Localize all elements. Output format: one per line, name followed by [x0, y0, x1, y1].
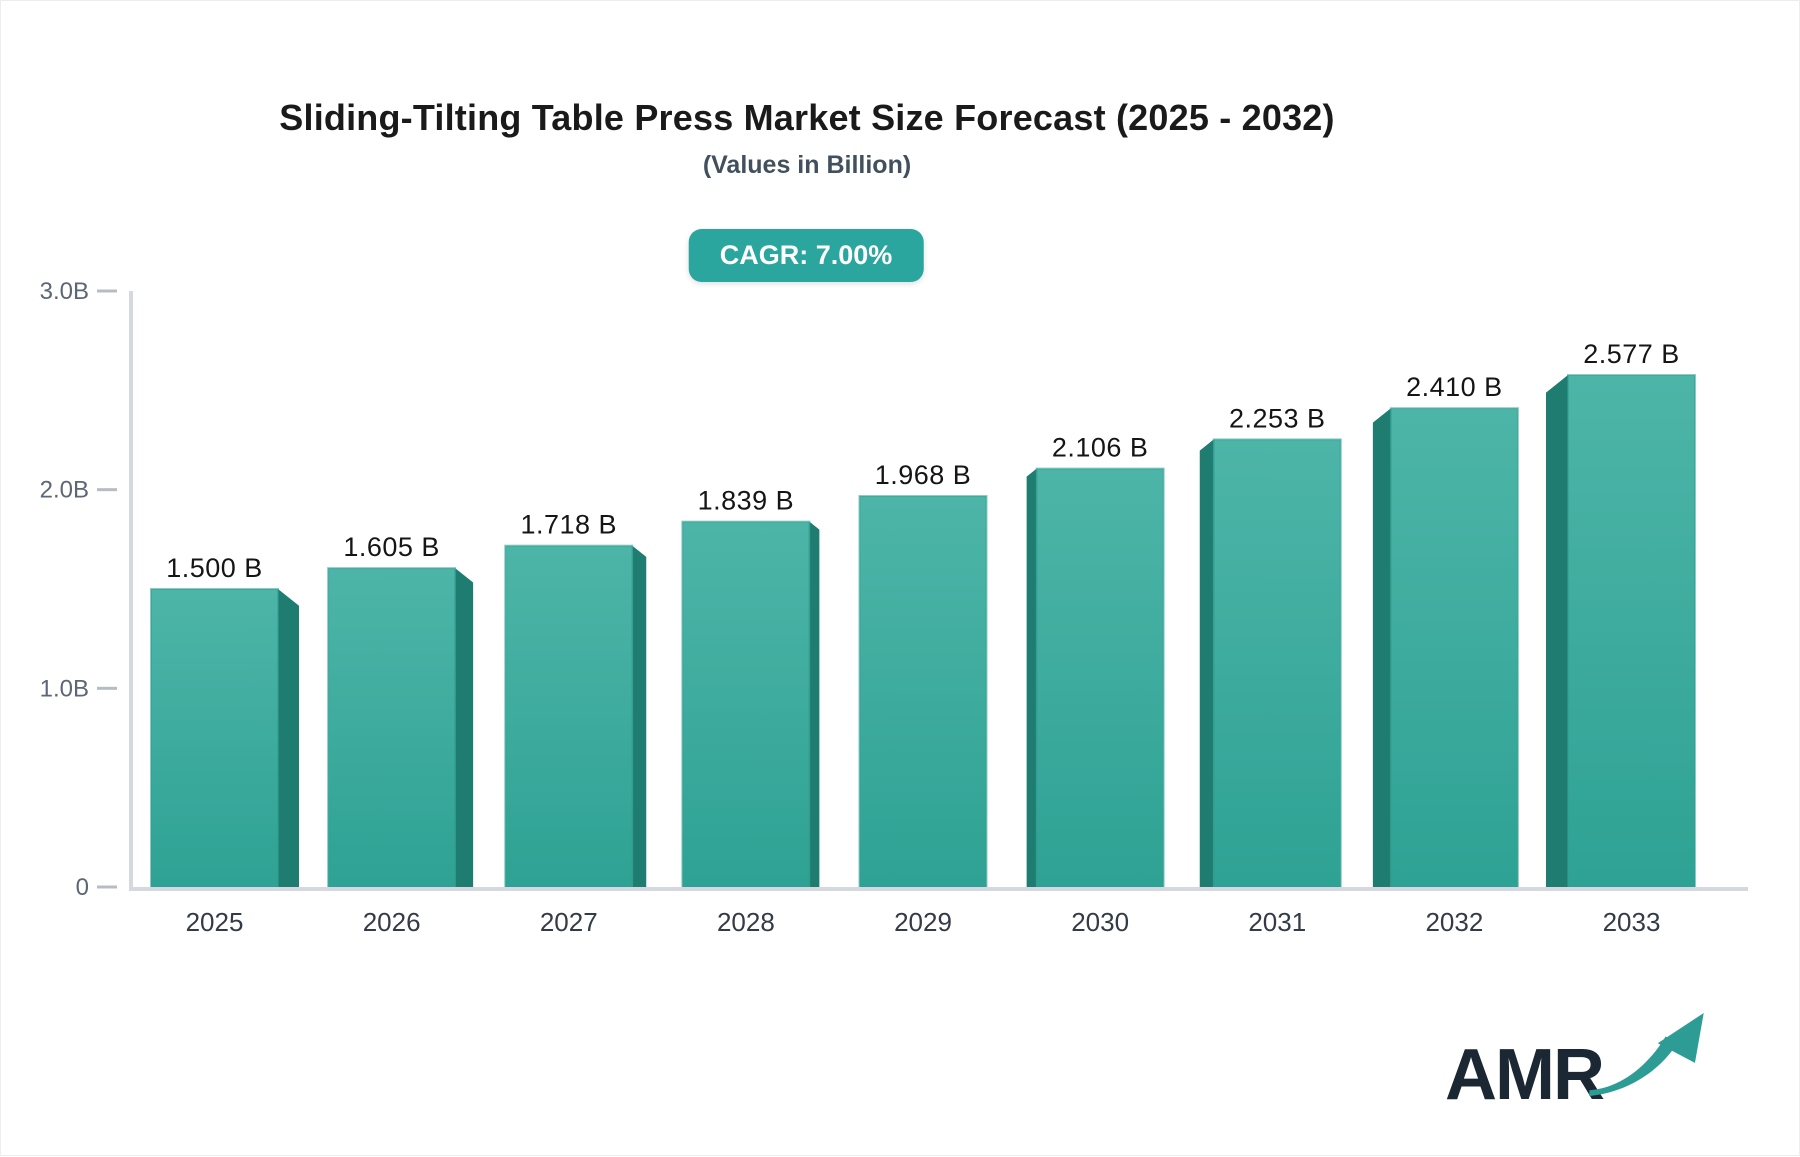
bar-2025	[150, 588, 279, 888]
bar-value-label-2032: 2.410 B	[1406, 372, 1503, 402]
bar-value-label-2030: 2.106 B	[1052, 433, 1149, 463]
x-axis-label-2031: 2031	[1248, 907, 1306, 937]
bar-value-label-2028: 1.839 B	[698, 486, 795, 516]
y-tick-dash	[97, 289, 117, 293]
bar-value-label-2033: 2.577 B	[1583, 339, 1680, 369]
trend-up-arrow-icon	[1589, 1012, 1707, 1105]
bar-value-label-2031: 2.253 B	[1229, 403, 1326, 433]
y-tick-dash	[97, 686, 117, 690]
bar-2026	[327, 567, 457, 888]
x-axis-label-2028: 2028	[717, 907, 775, 937]
bar-side-panel-2025	[278, 589, 299, 887]
x-axis-label-2032: 2032	[1425, 907, 1483, 937]
x-axis-label-2027: 2027	[540, 907, 598, 937]
y-axis-label: 2.0B	[40, 477, 89, 504]
y-axis-line	[129, 291, 133, 891]
bar-side-panel-2026	[455, 568, 474, 887]
amr-logo: AMR	[1445, 1012, 1707, 1115]
bar-2029	[858, 495, 988, 888]
chart-subtitle: (Values in Billion)	[702, 151, 912, 179]
chart-title: Sliding-Tilting Table Press Market Size …	[279, 97, 1335, 138]
y-axis-label: 1.0B	[40, 675, 89, 702]
x-axis-label-2033: 2033	[1603, 907, 1661, 937]
bar-side-panel-2031	[1199, 439, 1214, 887]
bar-value-label-2025: 1.500 B	[166, 553, 263, 583]
bar-2030	[1035, 467, 1165, 888]
cagr-badge: CAGR: 7.00%	[688, 229, 924, 282]
bar-side-panel-2028	[809, 521, 820, 887]
y-axis-label: 0	[76, 874, 89, 901]
x-axis-label-2025: 2025	[186, 907, 244, 937]
bar-value-label-2026: 1.605 B	[343, 532, 440, 562]
y-tick-dash	[97, 488, 117, 492]
x-axis-line	[129, 887, 1748, 891]
amr-logo-text: AMR	[1445, 1035, 1605, 1115]
x-axis-label-2030: 2030	[1071, 907, 1129, 937]
bar-2032	[1389, 407, 1519, 888]
y-axis-label: 3.0B	[40, 278, 89, 305]
y-tick-dash	[97, 885, 117, 889]
bar-2027	[504, 544, 634, 888]
bar-2028	[681, 520, 811, 888]
bar-side-panel-2033	[1546, 375, 1568, 887]
bar-value-label-2029: 1.968 B	[875, 460, 972, 490]
bar-2033	[1567, 374, 1696, 888]
bar-side-panel-2030	[1026, 468, 1037, 887]
x-axis-label-2026: 2026	[363, 907, 421, 937]
bar-side-panel-2032	[1372, 408, 1391, 887]
x-axis-label-2029: 2029	[894, 907, 952, 937]
bar-side-panel-2027	[632, 545, 647, 887]
bar-2031	[1212, 438, 1342, 888]
bar-value-label-2027: 1.718 B	[520, 510, 617, 540]
